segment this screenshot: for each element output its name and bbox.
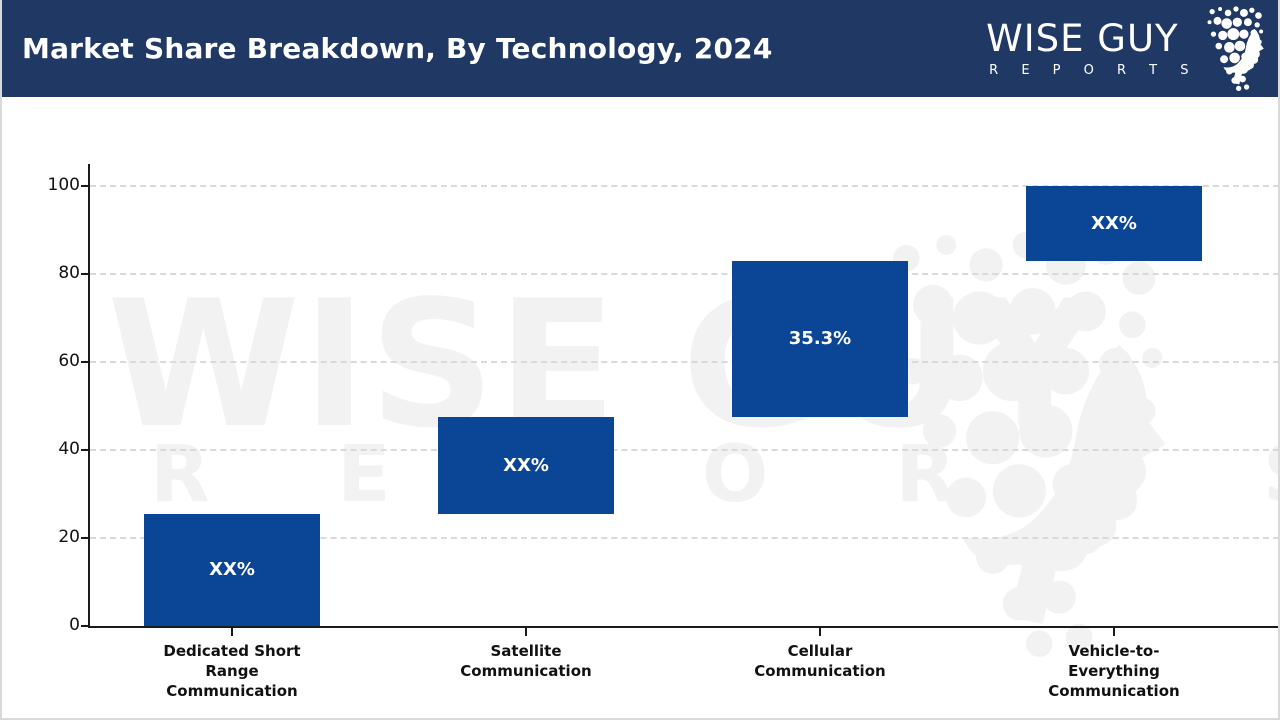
y-tick-label: 0 [69,615,80,635]
gridline [90,537,1278,539]
bar-value-label: XX% [503,454,549,476]
dot-head-icon [1202,5,1266,91]
bar-value-label: XX% [209,559,255,581]
x-axis-line [88,626,1278,628]
y-tick-label: 40 [58,439,80,459]
brand-logo: WISE GUY R E P O R T S [986,5,1266,91]
brand-subtitle: R E P O R T S [989,63,1198,78]
bar: XX% [144,513,320,626]
y-tick-mark [81,449,89,451]
y-tick-mark [81,361,89,363]
x-category-label: Cellular Communication [754,642,886,680]
brand-name: WISE GUY [986,17,1179,60]
y-tick-label: 80 [58,263,80,283]
y-tick-mark [81,625,89,627]
x-tick-mark [231,628,233,636]
x-tick-mark [819,628,821,636]
bar-value-label: 35.3% [788,328,852,350]
bar-value-label: XX% [1091,213,1137,235]
x-category-label: Vehicle-to- Everything Communication [1048,642,1180,700]
gridline [90,273,1278,275]
y-tick-mark [81,273,89,275]
bar: 35.3% [732,261,908,417]
y-tick-label: 20 [58,527,80,547]
gridline [90,449,1278,451]
x-tick-mark [1113,628,1115,636]
gridline [90,185,1278,187]
y-axis-line [88,164,90,628]
y-tick-label: 60 [58,351,80,371]
x-tick-mark [525,628,527,636]
bar: XX% [1026,186,1202,262]
y-tick-label: 100 [47,175,80,195]
x-category-label: Satellite Communication [460,642,592,680]
y-tick-mark [81,185,89,187]
y-tick-mark [81,537,89,539]
bar: XX% [438,416,614,514]
page-title: Market Share Breakdown, By Technology, 2… [22,32,773,65]
brand-logo-text: WISE GUY R E P O R T S [986,17,1198,79]
header-bar: Market Share Breakdown, By Technology, 2… [2,0,1278,97]
gridline [90,361,1278,363]
x-category-label: Dedicated Short Range Communication [163,642,301,700]
